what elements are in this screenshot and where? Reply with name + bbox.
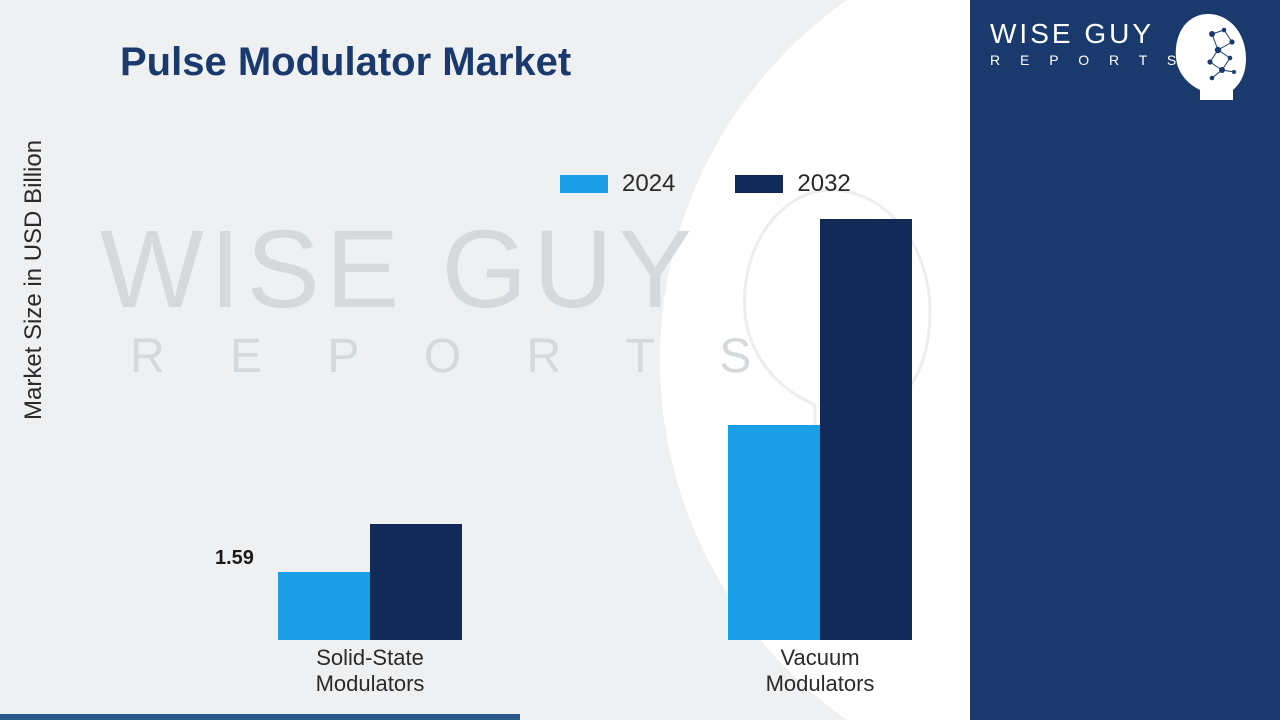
bar-group: Vacuum Modulators (690, 210, 950, 640)
legend-label: 2024 (622, 170, 675, 198)
brand-head-icon (1170, 12, 1250, 102)
legend-item: 2024 (560, 170, 675, 198)
bottom-accent-bar (0, 714, 520, 720)
bar (728, 425, 820, 640)
bar (820, 219, 912, 640)
bar-pair (240, 210, 500, 640)
bar-pair (690, 210, 950, 640)
right-panel (970, 0, 1280, 720)
plot-area: Solid-State Modulators Vacuum Modulators 1… (120, 210, 980, 640)
legend-swatch (735, 175, 783, 193)
chart-title: Pulse Modulator Market (120, 40, 571, 85)
chart-stage: WISE GUY R E P O R T S Pulse Modulator M… (0, 0, 1280, 720)
bar-group: Solid-State Modulators (240, 210, 500, 640)
legend-item: 2032 (735, 170, 850, 198)
y-axis-label: Market Size in USD Billion (20, 140, 48, 420)
value-label: 1.59 (215, 547, 254, 570)
legend-label: 2032 (797, 170, 850, 198)
bar (370, 524, 462, 640)
category-label: Solid-State Modulators (240, 645, 500, 696)
brand-logo: WISE GUY R E P O R T S (990, 20, 1240, 68)
category-label: Vacuum Modulators (690, 645, 950, 696)
legend-swatch (560, 175, 608, 193)
legend: 2024 2032 (560, 170, 851, 198)
bar (278, 572, 370, 640)
